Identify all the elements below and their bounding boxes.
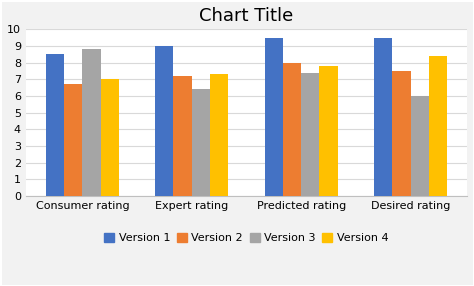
Bar bbox=[283, 63, 301, 196]
Bar bbox=[429, 56, 447, 196]
Bar bbox=[82, 49, 100, 196]
Title: Chart Title: Chart Title bbox=[199, 7, 293, 25]
Bar bbox=[64, 84, 82, 196]
Bar bbox=[210, 74, 228, 196]
Legend: Version 1, Version 2, Version 3, Version 4: Version 1, Version 2, Version 3, Version… bbox=[100, 228, 393, 248]
Bar bbox=[319, 66, 337, 196]
Bar bbox=[100, 79, 119, 196]
Bar bbox=[392, 71, 410, 196]
Bar bbox=[264, 38, 283, 196]
Bar bbox=[410, 96, 429, 196]
Bar bbox=[301, 73, 319, 196]
Bar bbox=[173, 76, 191, 196]
Bar bbox=[191, 89, 210, 196]
Bar bbox=[155, 46, 173, 196]
Bar bbox=[374, 38, 392, 196]
Bar bbox=[46, 54, 64, 196]
